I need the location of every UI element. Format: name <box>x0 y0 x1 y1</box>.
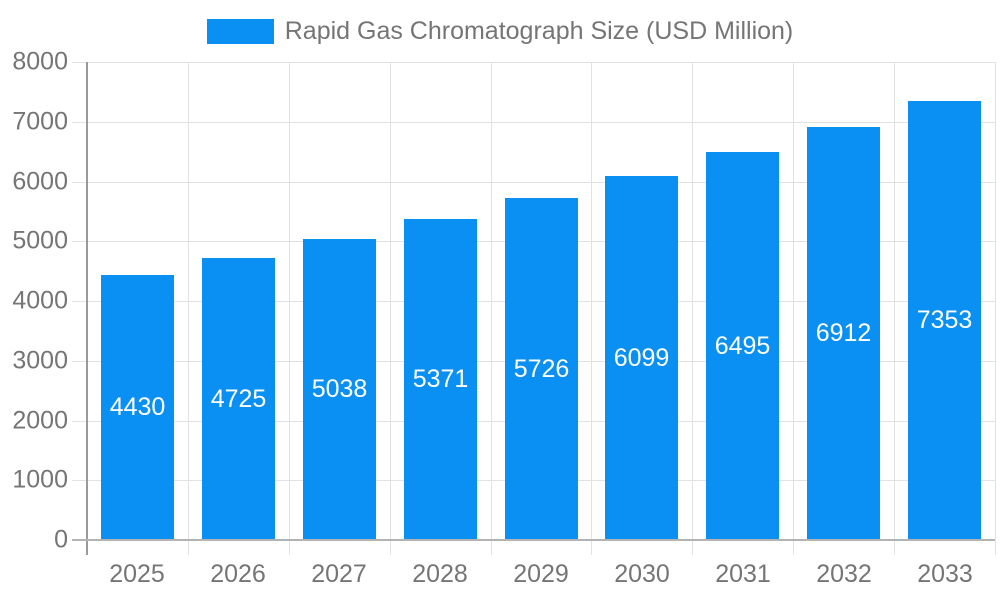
x-gridline <box>894 62 895 555</box>
x-axis-label: 2025 <box>109 560 165 588</box>
bar-value-label: 5726 <box>513 354 570 383</box>
y-axis-label: 5000 <box>12 226 68 255</box>
y-axis-label: 0 <box>54 525 68 554</box>
x-axis-label: 2031 <box>715 560 771 588</box>
x-axis-label: 2026 <box>210 560 266 588</box>
x-gridline <box>188 62 189 555</box>
y-axis-label: 2000 <box>12 406 68 435</box>
x-gridline <box>289 62 290 555</box>
x-axis-label: 2033 <box>917 560 973 588</box>
x-axis-label: 2028 <box>412 560 468 588</box>
legend-swatch <box>206 19 274 44</box>
bar-value-label: 7353 <box>916 306 973 334</box>
bar-value-label: 5371 <box>412 365 469 393</box>
x-gridline <box>793 62 794 555</box>
bar-value-label: 6495 <box>714 331 771 360</box>
y-axis-label: 6000 <box>12 167 68 196</box>
bar-2025[interactable]: 4430 <box>101 275 174 540</box>
bar-value-label: 6912 <box>815 319 872 347</box>
x-axis-line <box>72 539 995 541</box>
x-axis-label: 2029 <box>513 560 569 588</box>
y-gridline <box>72 62 995 63</box>
x-gridline <box>995 62 996 555</box>
x-gridline <box>491 62 492 555</box>
y-axis-label: 4000 <box>12 286 68 315</box>
x-axis-label: 2030 <box>614 560 670 588</box>
bar-value-label: 4430 <box>109 393 166 421</box>
x-gridline <box>390 62 391 555</box>
bar-2030[interactable]: 6099 <box>605 176 678 540</box>
y-gridline <box>72 122 995 123</box>
bar-2031[interactable]: 6495 <box>706 152 779 540</box>
x-axis-label: 2032 <box>816 560 872 588</box>
bar-2033[interactable]: 7353 <box>908 101 981 540</box>
bar-value-label: 5038 <box>311 375 368 403</box>
bar-value-label: 6099 <box>613 343 670 372</box>
legend-label: Rapid Gas Chromatograph Size (USD Millio… <box>284 17 794 45</box>
y-axis-line <box>86 62 88 555</box>
bar-2026[interactable]: 4725 <box>202 258 275 540</box>
y-axis-label: 1000 <box>12 465 68 494</box>
x-gridline <box>692 62 693 555</box>
x-gridline <box>591 62 592 555</box>
chart-legend[interactable]: Rapid Gas Chromatograph Size (USD Millio… <box>0 17 1000 46</box>
bar-2027[interactable]: 5038 <box>303 239 376 540</box>
y-axis-label: 8000 <box>12 47 68 76</box>
bar-2029[interactable]: 5726 <box>505 198 578 540</box>
y-gridline <box>72 182 995 183</box>
bar-value-label: 4725 <box>210 384 267 413</box>
y-axis-label: 7000 <box>12 107 68 136</box>
bar-2032[interactable]: 6912 <box>807 127 880 540</box>
x-axis-label: 2027 <box>311 560 367 588</box>
bar-2028[interactable]: 5371 <box>404 219 477 540</box>
y-axis-label: 3000 <box>12 346 68 375</box>
